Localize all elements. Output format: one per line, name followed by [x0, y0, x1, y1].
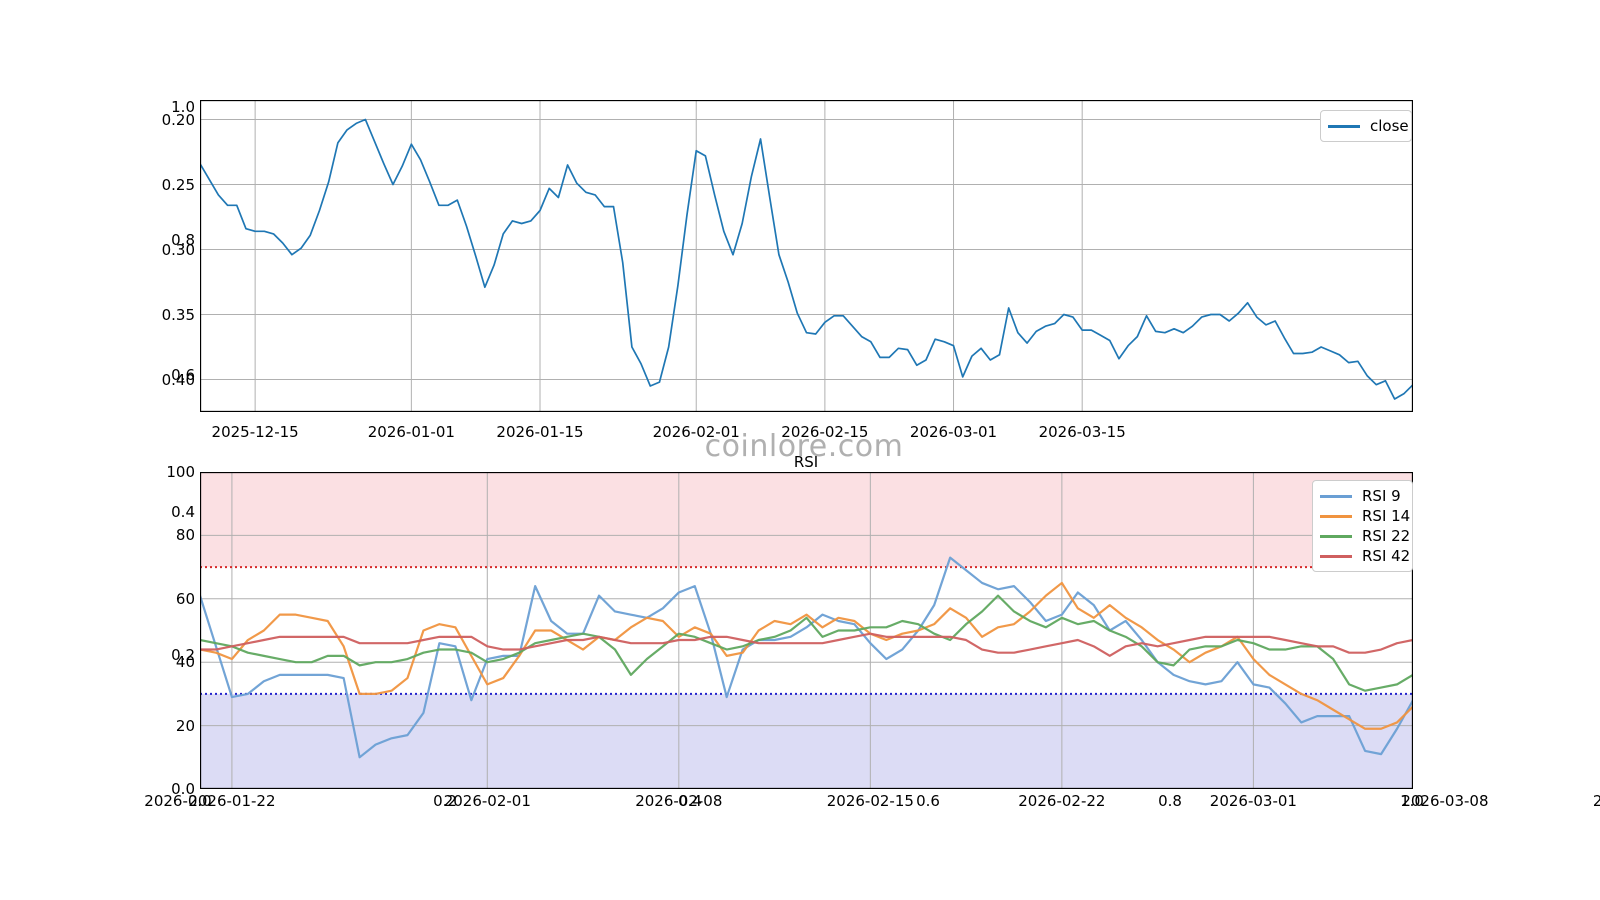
legend-line-swatch-rsi-22: [1320, 534, 1352, 538]
rsi-legend-label: RSI 9: [1362, 487, 1401, 505]
rsi-x-tick-2026-03-01: 2026-03-01: [1209, 792, 1297, 810]
legend-line-swatch-close: [1328, 124, 1360, 128]
price-y-tick-0.30: 0.30: [161, 240, 195, 259]
rsi-y-secondary-tick-0-2: 0.2: [171, 646, 195, 664]
price-y-secondary-tick-1-0: 1.0: [171, 98, 195, 116]
rsi-x-tick-2026-02-15: 2026-02-15: [826, 792, 914, 810]
rsi-legend-item-rsi-22[interactable]: RSI 22: [1320, 526, 1410, 546]
price-y-tick-0.35: 0.35: [161, 305, 195, 324]
rsi-y-tick-60: 60: [175, 589, 195, 608]
rsi-legend-label: RSI 22: [1362, 527, 1411, 545]
rsi-y-tick-20: 20: [175, 716, 195, 735]
rsi-y-tick-80: 80: [175, 526, 195, 545]
rsi-x-tick-2026-02-22: 2026-02-22: [1018, 792, 1106, 810]
rsi-chart-title: RSI: [793, 453, 819, 471]
rsi-x-secondary-tick-5: 1.0: [1400, 792, 1424, 810]
rsi-x-secondary-tick-0: 2026-0.0: [144, 792, 212, 810]
price-legend-label: close: [1370, 117, 1409, 135]
rsi-x-secondary-tick-4: 0.8: [1158, 792, 1182, 810]
rsi-x-tick-2026-03-15: 2026-03-15: [1592, 792, 1600, 810]
price-x-tick-2026-01-01: 2026-01-01: [367, 423, 455, 441]
legend-line-swatch-rsi-14: [1320, 514, 1352, 518]
price-plot-area: [200, 100, 1413, 412]
rsi-x-tick-2026-03-08: 2026-03-08: [1401, 792, 1489, 810]
legend-line-swatch-rsi-9: [1320, 494, 1352, 498]
rsi-legend[interactable]: RSI 9 RSI 14 RSI 22 RSI 42: [1312, 480, 1413, 572]
price-x-tick-2025-12-15: 2025-12-15: [211, 423, 299, 441]
rsi-legend-item-rsi-42[interactable]: RSI 42: [1320, 546, 1410, 566]
rsi-y-tick-100: 100: [166, 463, 195, 481]
rsi-legend-item-rsi-9[interactable]: RSI 9: [1320, 486, 1403, 506]
price-y-tick-0.20: 0.20: [161, 110, 195, 129]
price-x-tick-2026-01-15: 2026-01-15: [496, 423, 584, 441]
rsi-x-secondary-tick-1: 0.2: [433, 792, 457, 810]
price-x-tick-2026-03-15: 2026-03-15: [1038, 423, 1126, 441]
rsi-legend-label: RSI 42: [1362, 547, 1411, 565]
rsi-chart-panel: [200, 472, 1413, 789]
legend-line-swatch-rsi-42: [1320, 554, 1352, 558]
price-x-tick-2026-02-01: 2026-02-01: [652, 423, 740, 441]
rsi-y-secondary-tick-0-0: 0.0: [171, 780, 195, 798]
rsi-x-secondary-tick-3: 0.6: [916, 792, 940, 810]
price-legend[interactable]: close: [1320, 110, 1412, 142]
price-legend-item-close[interactable]: close: [1328, 116, 1409, 136]
rsi-x-tick-2026-02-01: 2026-02-01: [443, 792, 531, 810]
price-y-secondary-tick-0-8: 0.8: [171, 231, 195, 249]
price-chart-panel: [200, 100, 1413, 412]
price-y-tick-0.40: 0.40: [161, 370, 195, 389]
price-y-tick-0.25: 0.25: [161, 175, 195, 194]
rsi-x-secondary-tick-2: 0.4: [678, 792, 702, 810]
rsi-plot-area: [200, 472, 1413, 789]
price-x-tick-2026-02-15: 2026-02-15: [781, 423, 869, 441]
rsi-legend-item-rsi-14[interactable]: RSI 14: [1320, 506, 1410, 526]
watermark-text: coinlore.com: [704, 429, 904, 464]
rsi-x-tick-2026-02-08: 2026-02-08: [635, 792, 723, 810]
rsi-y-tick-40: 40: [175, 653, 195, 672]
rsi-x-tick-2026-01-22: 2026-01-22: [188, 792, 276, 810]
rsi-y-secondary-tick-0-4: 0.4: [171, 503, 195, 521]
rsi-legend-label: RSI 14: [1362, 507, 1411, 525]
price-y-secondary-tick-0-6: 0.6: [171, 366, 195, 384]
price-x-tick-2026-03-01: 2026-03-01: [909, 423, 998, 441]
